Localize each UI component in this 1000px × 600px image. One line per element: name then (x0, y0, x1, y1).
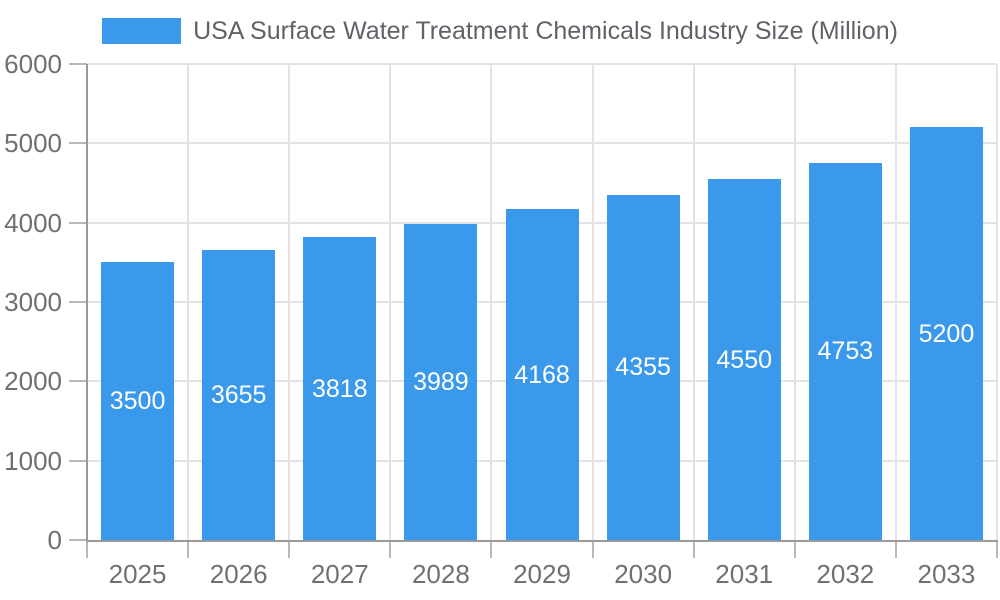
x-axis-label: 2027 (310, 559, 369, 589)
y-axis-label: 6000 (4, 49, 62, 79)
gridline-horizontal (88, 142, 997, 145)
bar-2031: 4550 (707, 179, 781, 540)
y-axis-label: 3000 (4, 287, 62, 317)
bar-value-label: 4355 (615, 353, 671, 382)
bar-value-label: 4168 (514, 360, 570, 389)
x-axis-tick (187, 542, 190, 558)
bar-2033: 5200 (909, 127, 983, 540)
y-axis-tick (69, 63, 87, 65)
x-axis-label: 2028 (411, 559, 470, 589)
bar-value-label: 3989 (413, 367, 469, 396)
gridline-vertical (187, 64, 190, 540)
gridline-vertical (793, 64, 796, 540)
y-axis-tick (69, 142, 87, 145)
x-axis-tick (288, 542, 291, 558)
gridline-vertical (288, 64, 291, 540)
x-axis-label: 2033 (917, 559, 976, 589)
chart-legend: USA Surface Water Treatment Chemicals In… (0, 18, 1000, 44)
bar-2030: 4355 (606, 194, 680, 540)
x-axis-tick (894, 542, 897, 558)
x-axis-label: 2030 (614, 559, 673, 589)
x-axis-line (86, 540, 998, 542)
bar-2032: 4753 (808, 162, 882, 540)
x-axis-tick (996, 542, 998, 558)
x-axis-tick (389, 542, 392, 558)
gridline-vertical (894, 64, 897, 540)
x-axis-label: 2026 (209, 559, 268, 589)
x-axis-tick (490, 542, 493, 558)
gridline-vertical (490, 64, 493, 540)
y-axis-label: 0 (47, 525, 62, 555)
y-axis-label: 1000 (4, 445, 62, 476)
x-axis-label: 2031 (715, 559, 774, 589)
gridline-horizontal (88, 63, 997, 65)
bar-2025: 3500 (101, 262, 175, 540)
bar-2029: 4168 (505, 209, 579, 540)
bar-value-label: 4753 (817, 337, 874, 366)
bar-value-label: 5200 (918, 319, 975, 348)
x-axis-tick (591, 542, 594, 558)
bar-value-label: 4550 (716, 345, 773, 374)
x-axis-tick (86, 542, 88, 558)
y-axis-tick (69, 301, 87, 303)
legend-swatch (102, 18, 182, 44)
gridline-vertical (692, 64, 695, 540)
x-axis-label: 2032 (816, 559, 875, 589)
legend-label: USA Surface Water Treatment Chemicals In… (193, 17, 898, 45)
y-axis-label: 5000 (4, 128, 62, 159)
y-axis-tick (69, 380, 87, 383)
gridline-vertical (591, 64, 594, 540)
x-axis-tick (793, 542, 796, 558)
bar-2028: 3989 (404, 223, 478, 540)
y-axis-label: 2000 (4, 366, 62, 397)
x-axis-tick (692, 542, 695, 558)
y-axis-label: 4000 (4, 207, 62, 238)
gridline-vertical (389, 64, 392, 540)
x-axis-label: 2025 (108, 559, 167, 589)
bar-value-label: 3500 (109, 387, 166, 416)
x-axis-label: 2029 (513, 559, 571, 589)
y-axis-tick (69, 539, 87, 541)
bar-2026: 3655 (202, 250, 276, 540)
bar-2027: 3818 (303, 237, 377, 540)
gridline-vertical (996, 64, 998, 540)
y-axis-line (86, 64, 88, 542)
y-axis-tick (69, 221, 87, 224)
bar-value-label: 3655 (210, 381, 267, 409)
y-axis-tick (69, 459, 87, 462)
bar-value-label: 3818 (311, 374, 368, 403)
